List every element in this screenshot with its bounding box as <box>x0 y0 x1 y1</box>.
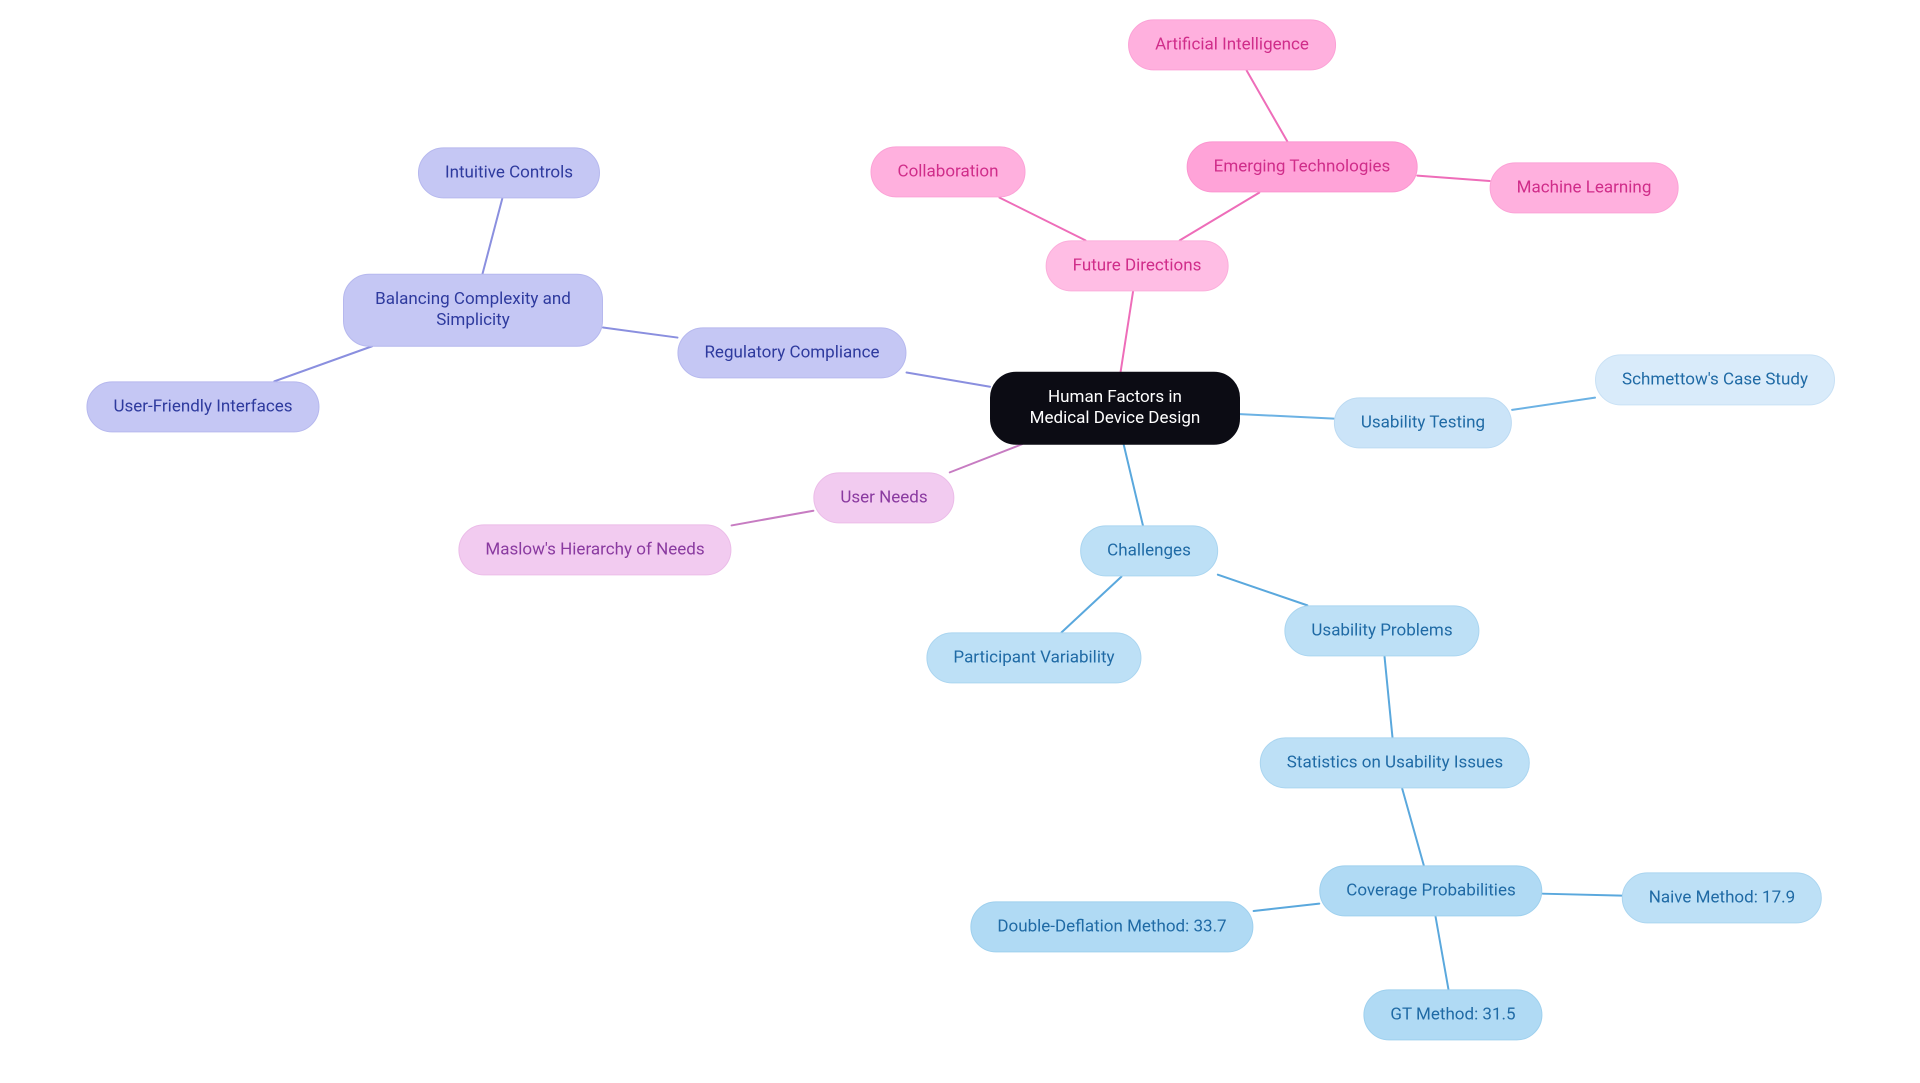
edge-challenges-participant <box>1062 577 1122 633</box>
node-label: Machine Learning <box>1517 177 1652 197</box>
edge-coverage-gt <box>1436 917 1449 990</box>
edge-challenges-usabprob <box>1218 575 1308 606</box>
node-label: Future Directions <box>1073 255 1202 275</box>
diagram-canvas: Human Factors in Medical Device Design Us… <box>0 0 1920 1083</box>
edge-balancing-friendly <box>274 346 372 381</box>
node-participant: Participant Variability <box>926 632 1141 683</box>
edge-stats-coverage <box>1402 789 1424 866</box>
node-gt: GT Method: 31.5 <box>1363 989 1542 1040</box>
node-naive: Naive Method: 17.9 <box>1622 872 1822 923</box>
node-friendly: User-Friendly Interfaces <box>86 381 319 432</box>
node-label: GT Method: 31.5 <box>1390 1004 1515 1024</box>
edge-root-userneeds <box>950 444 1022 472</box>
node-label: Naive Method: 17.9 <box>1649 887 1795 907</box>
node-ml: Machine Learning <box>1490 162 1679 213</box>
node-label: Maslow's Hierarchy of Needs <box>485 539 704 559</box>
edge-root-future <box>1121 292 1133 372</box>
node-label: Artificial Intelligence <box>1155 34 1309 54</box>
edge-emerging-ml <box>1417 176 1489 181</box>
node-emerging: Emerging Technologies <box>1187 141 1418 192</box>
edge-coverage-double <box>1254 904 1320 911</box>
node-label: Double-Deflation Method: 33.7 <box>997 916 1226 936</box>
node-maslow: Maslow's Hierarchy of Needs <box>458 524 731 575</box>
node-label: Schmettow's Case Study <box>1622 369 1808 389</box>
node-coverage: Coverage Probabilities <box>1319 865 1542 916</box>
node-userneeds: User Needs <box>813 472 954 523</box>
node-usability: Usability Testing <box>1334 397 1512 448</box>
edge-root-challenges <box>1124 444 1143 525</box>
edge-future-collab <box>1000 198 1086 241</box>
node-label: Intuitive Controls <box>445 162 573 182</box>
edge-usabprob-stats <box>1385 657 1393 738</box>
node-label: Statistics on Usability Issues <box>1287 752 1503 772</box>
node-schmettow: Schmettow's Case Study <box>1595 354 1835 405</box>
node-label: Coverage Probabilities <box>1346 880 1515 900</box>
edge-future-emerging <box>1180 193 1260 241</box>
node-label: Challenges <box>1107 540 1191 560</box>
node-future: Future Directions <box>1046 240 1229 291</box>
node-regulatory: Regulatory Compliance <box>677 327 906 378</box>
edge-regulatory-balancing <box>603 328 677 338</box>
node-stats: Statistics on Usability Issues <box>1260 737 1530 788</box>
node-ai: Artificial Intelligence <box>1128 19 1336 70</box>
node-label: Usability Testing <box>1361 412 1485 432</box>
node-root: Human Factors in Medical Device Design <box>990 372 1240 445</box>
edge-userneeds-maslow <box>732 511 814 526</box>
edge-emerging-ai <box>1247 71 1288 142</box>
edge-usability-schmettow <box>1512 398 1595 410</box>
edge-root-usability <box>1240 414 1334 419</box>
node-label: Usability Problems <box>1311 620 1452 640</box>
edge-root-regulatory <box>907 373 990 387</box>
node-label: Collaboration <box>898 161 999 181</box>
node-label: Balancing Complexity and Simplicity <box>375 289 571 330</box>
node-intuitive: Intuitive Controls <box>418 147 600 198</box>
node-double: Double-Deflation Method: 33.7 <box>970 901 1253 952</box>
node-label: Emerging Technologies <box>1214 156 1391 176</box>
edge-coverage-naive <box>1543 894 1622 896</box>
node-balancing: Balancing Complexity and Simplicity <box>343 274 603 347</box>
edge-balancing-intuitive <box>483 199 503 274</box>
node-usabprob: Usability Problems <box>1284 605 1479 656</box>
node-label: Participant Variability <box>953 647 1114 667</box>
node-label: User Needs <box>840 487 927 507</box>
node-collab: Collaboration <box>871 146 1026 197</box>
node-label: Human Factors in Medical Device Design <box>1030 387 1201 428</box>
node-challenges: Challenges <box>1080 525 1218 576</box>
node-label: Regulatory Compliance <box>704 342 879 362</box>
node-label: User-Friendly Interfaces <box>113 396 292 416</box>
